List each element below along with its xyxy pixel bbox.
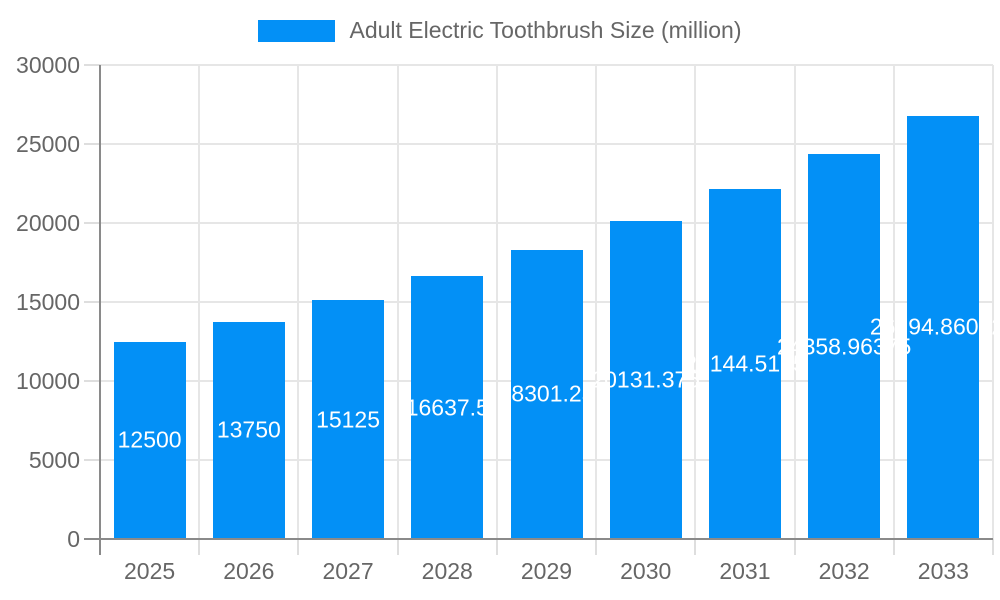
y-gridline	[100, 143, 993, 145]
x-gridline	[992, 65, 994, 539]
bars-layer	[100, 65, 993, 539]
bar-value-label: 22144.5125	[684, 350, 806, 377]
axis-layer	[84, 64, 994, 555]
y-tick-mark	[84, 64, 100, 66]
plot-area: 12500 13750 15125 16637.5 18301.25 20131.375 2…	[16, 52, 1000, 584]
bar[interactable]	[510, 249, 583, 539]
x-tick-mark	[595, 539, 598, 555]
bar[interactable]	[609, 220, 682, 539]
y-tick-mark	[84, 222, 100, 224]
bar[interactable]	[907, 115, 980, 539]
bar[interactable]	[312, 300, 385, 539]
bar[interactable]	[708, 189, 781, 539]
x-gridline	[297, 65, 300, 539]
bar-value-label: 24358.96375	[777, 332, 912, 359]
y-tick-label: 15000	[16, 289, 80, 315]
y-tick-label: 5000	[28, 447, 80, 473]
x-gridline	[892, 65, 895, 539]
y-tick-mark	[84, 301, 100, 303]
bar[interactable]	[113, 341, 186, 539]
x-tick-label: 2031	[719, 558, 771, 584]
x-tick-label: 2028	[421, 558, 473, 584]
bar[interactable]	[808, 154, 881, 539]
x-gridline	[198, 65, 201, 539]
bar[interactable]	[411, 276, 484, 539]
y-tick-mark	[84, 459, 100, 461]
x-tick-label: 2026	[223, 558, 275, 584]
tick-labels-layer: 0 5000 10000 15000 20000 25000 30000 2025 2026 20…	[16, 52, 993, 584]
x-gridline	[495, 65, 498, 539]
bar-value-label: 26794.860125	[869, 313, 1000, 340]
x-tick-label: 2033	[917, 558, 969, 584]
chart-legend[interactable]: Adult Electric Toothbrush Size (million)	[0, 17, 1000, 44]
x-gridline	[396, 65, 399, 539]
x-tick-mark	[495, 539, 498, 555]
y-tick-label: 10000	[16, 368, 80, 394]
y-tick-label: 30000	[16, 52, 80, 78]
x-tick-mark	[297, 539, 300, 555]
bar-value-label: 12500	[117, 426, 182, 453]
legend-swatch	[258, 19, 336, 42]
x-tick-mark	[198, 539, 201, 555]
x-tick-label: 2029	[520, 558, 573, 584]
x-tick-mark	[793, 539, 796, 555]
bar-value-label: 18301.25	[498, 380, 595, 407]
x-gridline	[595, 65, 598, 539]
value-labels-layer: 12500 13750 15125 16637.5 18301.25 20131.375 2…	[100, 65, 1000, 539]
x-tick-label: 2025	[124, 558, 176, 584]
bar-value-label: 20131.375	[591, 366, 701, 393]
x-gridline	[793, 65, 796, 539]
x-tick-mark	[694, 539, 697, 555]
y-gridline	[100, 64, 993, 66]
bar-value-label: 13750	[216, 416, 281, 443]
x-gridline	[694, 65, 697, 539]
bar[interactable]	[212, 321, 285, 539]
x-tick-mark	[992, 539, 994, 555]
y-tick-mark	[84, 380, 100, 382]
bar-value-label: 16637.5	[405, 393, 489, 420]
y-axis-line	[99, 65, 101, 555]
x-tick-mark	[396, 539, 399, 555]
y-tick-mark	[84, 143, 100, 145]
x-tick-label: 2032	[818, 558, 870, 584]
bar-value-label: 15125	[316, 405, 381, 432]
y-tick-label: 20000	[16, 210, 80, 236]
x-axis-line	[100, 538, 993, 540]
x-tick-label: 2030	[620, 558, 672, 584]
y-tick-mark	[84, 538, 100, 540]
x-tick-label: 2027	[322, 558, 374, 584]
y-gridline	[100, 222, 993, 224]
x-tick-mark	[892, 539, 895, 555]
legend-label: Adult Electric Toothbrush Size (million)	[349, 17, 742, 43]
y-tick-label: 0	[67, 526, 80, 552]
y-tick-label: 25000	[16, 131, 80, 157]
